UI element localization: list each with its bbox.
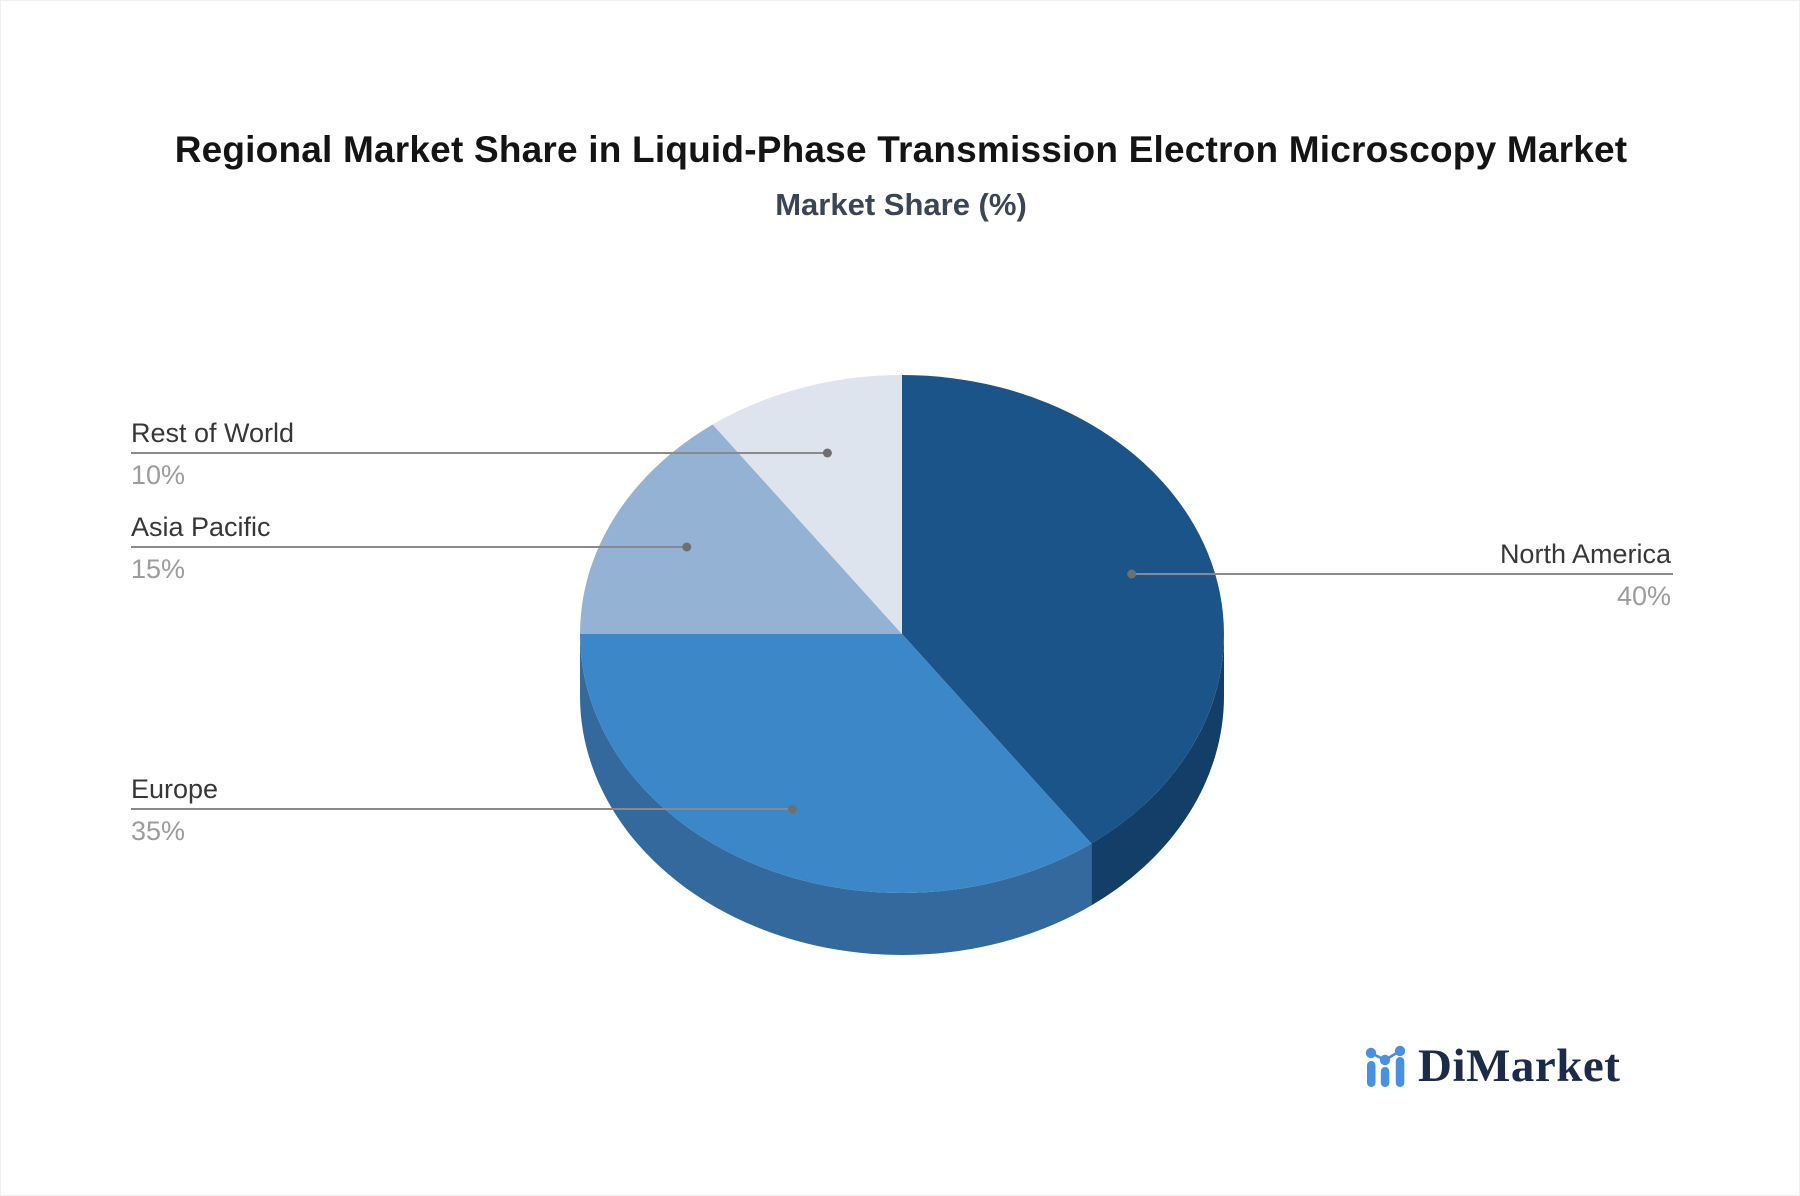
slice-percentage: 40% (1616, 581, 1671, 611)
slice-label: Rest of World (131, 417, 295, 448)
slice-label: Europe (131, 773, 219, 804)
bar-chart-logo-icon (1365, 1045, 1405, 1087)
chart-subtitle: Market Share (%) (775, 187, 1027, 222)
brand-logo-text: DiMarket (1418, 1040, 1621, 1092)
slice-percentage: 10% (131, 460, 186, 490)
chart-title: Regional Market Share in Liquid-Phase Tr… (174, 129, 1628, 170)
slice-percentage: 15% (131, 554, 186, 584)
slice-label: North America (1499, 538, 1671, 569)
brand-logo: DiMarket (1364, 1039, 1620, 1093)
slice-percentage: 35% (131, 816, 186, 846)
slice-label: Asia Pacific (131, 511, 271, 542)
